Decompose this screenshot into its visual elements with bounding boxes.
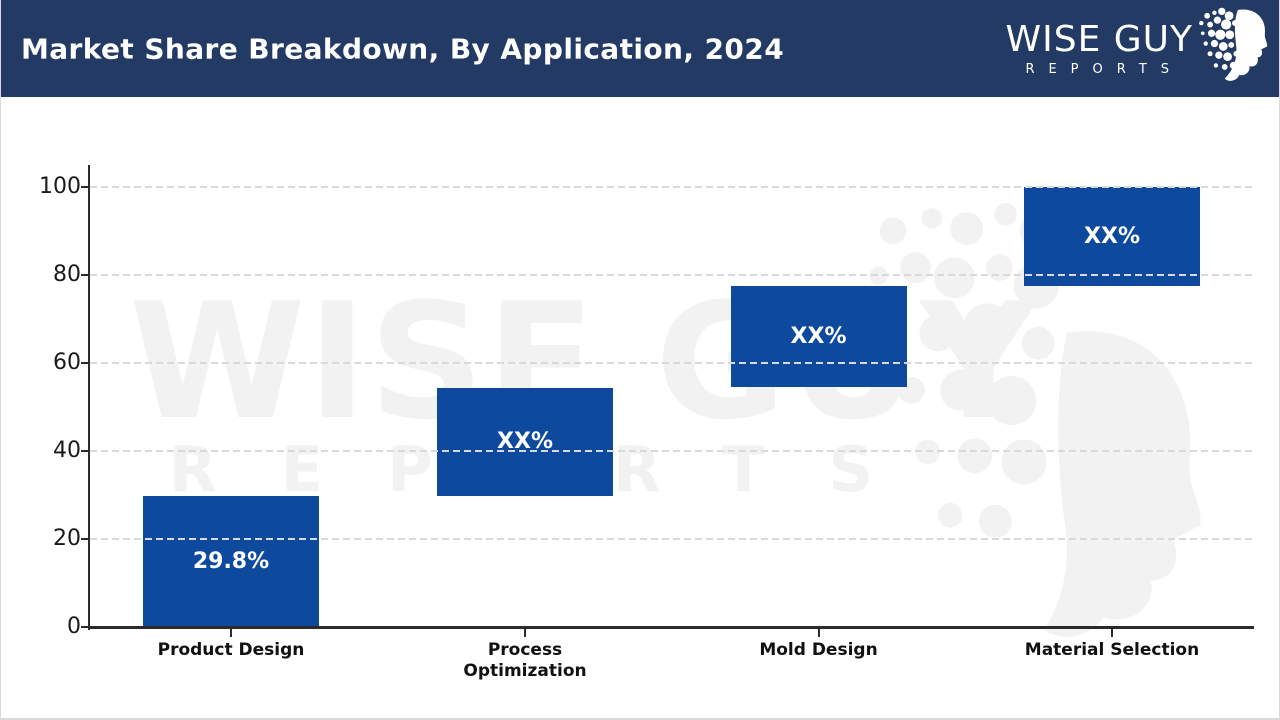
bar-value-label: XX% — [1084, 223, 1140, 249]
y-tick-mark — [81, 186, 88, 188]
logo-dotted-head-icon — [1199, 7, 1268, 81]
y-tick-label: 60 — [53, 350, 81, 375]
gridline — [90, 450, 1254, 452]
x-tick-mark — [1111, 629, 1113, 637]
x-category-label: Material Selection — [1024, 640, 1200, 660]
logo-wordmark: WISE GUY — [1005, 19, 1193, 60]
logo-text-block: WISE GUY REPORTS — [1005, 19, 1194, 78]
y-axis-spine — [88, 165, 90, 630]
y-tick-label: 0 — [67, 614, 81, 639]
gridline — [90, 538, 1254, 540]
bar-mold-design: XX% — [730, 285, 907, 388]
bar-value-label: XX% — [790, 323, 847, 349]
x-axis-spine — [88, 626, 1254, 629]
y-tick-mark — [81, 274, 88, 276]
x-tick-mark — [524, 629, 526, 637]
y-tick-mark — [81, 626, 88, 628]
x-tick-mark — [817, 629, 820, 637]
y-tick-mark — [81, 450, 88, 452]
bar-material-selection: XX% — [1024, 187, 1200, 286]
gridline — [90, 362, 1254, 364]
y-tick-label: 80 — [53, 262, 81, 287]
y-tick-mark — [81, 538, 88, 540]
bar-value-label: 29.8% — [192, 548, 270, 574]
logo-reports-text: REPORTS — [1025, 62, 1184, 77]
x-tick-mark — [230, 629, 232, 637]
gridline — [90, 274, 1254, 276]
y-tick-label: 20 — [53, 526, 81, 551]
header-band: Market Share Breakdown, By Application, … — [1, 0, 1279, 97]
x-category-label: Mold Design — [759, 640, 878, 660]
y-tick-mark — [81, 362, 88, 364]
page-title: Market Share Breakdown, By Application, … — [21, 32, 785, 65]
y-tick-label: 100 — [39, 174, 81, 199]
y-tick-label: 40 — [53, 438, 81, 463]
wise-guy-logo: WISE GUY REPORTS — [1006, 5, 1270, 93]
bar-product-design: 29.8% — [143, 495, 319, 627]
bar-process-optimization: XX% — [437, 387, 613, 496]
x-category-label: Process Optimization — [463, 640, 587, 681]
x-category-label: Product Design — [157, 640, 305, 660]
gridline — [90, 186, 1254, 188]
